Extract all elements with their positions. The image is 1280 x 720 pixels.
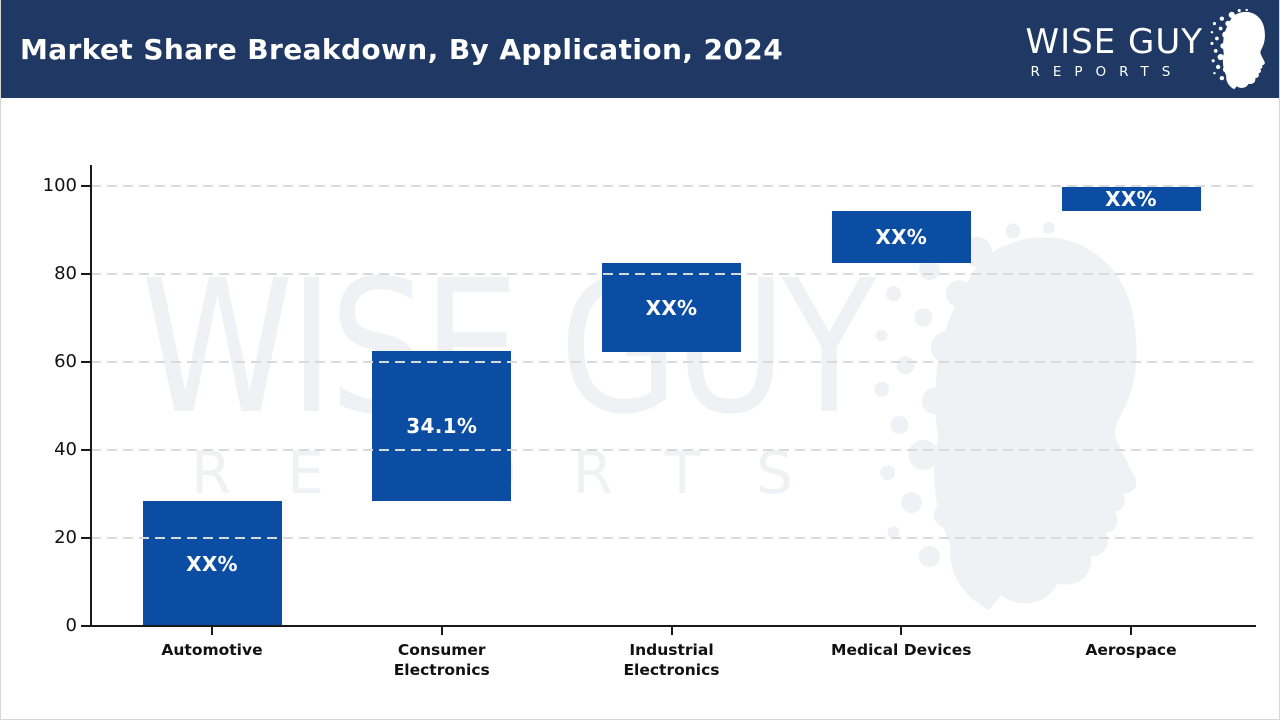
y-axis-tick (81, 184, 90, 187)
bar: XX% (831, 211, 971, 263)
bar: XX% (602, 263, 741, 352)
x-axis-line (90, 625, 1256, 627)
x-axis-label: Automotive (161, 641, 263, 659)
y-axis-tick-label: 80 (54, 262, 77, 284)
brand-logo-text: WISE GUY REPORTS (1025, 24, 1203, 80)
gridline (91, 448, 1255, 451)
y-axis-tick (81, 536, 90, 539)
bar: XX% (142, 501, 282, 626)
gridline (91, 360, 1255, 363)
y-axis-tick (81, 448, 90, 451)
bar: 34.1% (372, 351, 512, 502)
x-axis-label: Medical Devices (831, 641, 972, 659)
bar-value-label: 34.1% (406, 414, 478, 439)
y-axis-tick-label: 40 (54, 438, 77, 460)
gridline (91, 536, 1255, 539)
header: Market Share Breakdown, By Application, … (1, 0, 1279, 98)
gridline (91, 184, 1255, 187)
y-axis-line (90, 165, 92, 627)
y-axis-tick (81, 272, 90, 275)
x-axis-tick (900, 626, 903, 635)
x-axis-tick (440, 626, 443, 635)
y-axis-tick (81, 360, 90, 363)
x-axis-tick (670, 626, 673, 635)
bar-value-label: XX% (645, 295, 698, 320)
page-title: Market Share Breakdown, By Application, … (20, 32, 784, 66)
bar-value-label: XX% (1105, 186, 1157, 211)
brand-logo: WISE GUY REPORTS (1025, 8, 1269, 90)
x-axis-tick (1130, 626, 1132, 635)
x-axis-tick (211, 626, 213, 635)
logo-reports-text: REPORTS (1030, 64, 1184, 80)
y-axis-tick-label: 100 (42, 174, 77, 196)
bar: XX% (1061, 186, 1201, 211)
bar-value-label: XX% (186, 551, 238, 576)
y-axis-tick-label: 60 (54, 350, 77, 372)
y-axis-tick-label: 20 (54, 526, 77, 548)
logo-wiseguy-text: WISE GUY (1025, 22, 1203, 62)
y-axis-tick (81, 625, 90, 627)
x-axis-label: Industrial Electronics (623, 641, 720, 679)
x-axis-label: Aerospace (1085, 641, 1177, 659)
y-axis-tick-label: 0 (65, 615, 77, 636)
logo-head-icon (1207, 8, 1269, 90)
bar-value-label: XX% (875, 225, 928, 250)
x-axis-label: Consumer Electronics (393, 641, 490, 679)
gridline (91, 272, 1255, 275)
